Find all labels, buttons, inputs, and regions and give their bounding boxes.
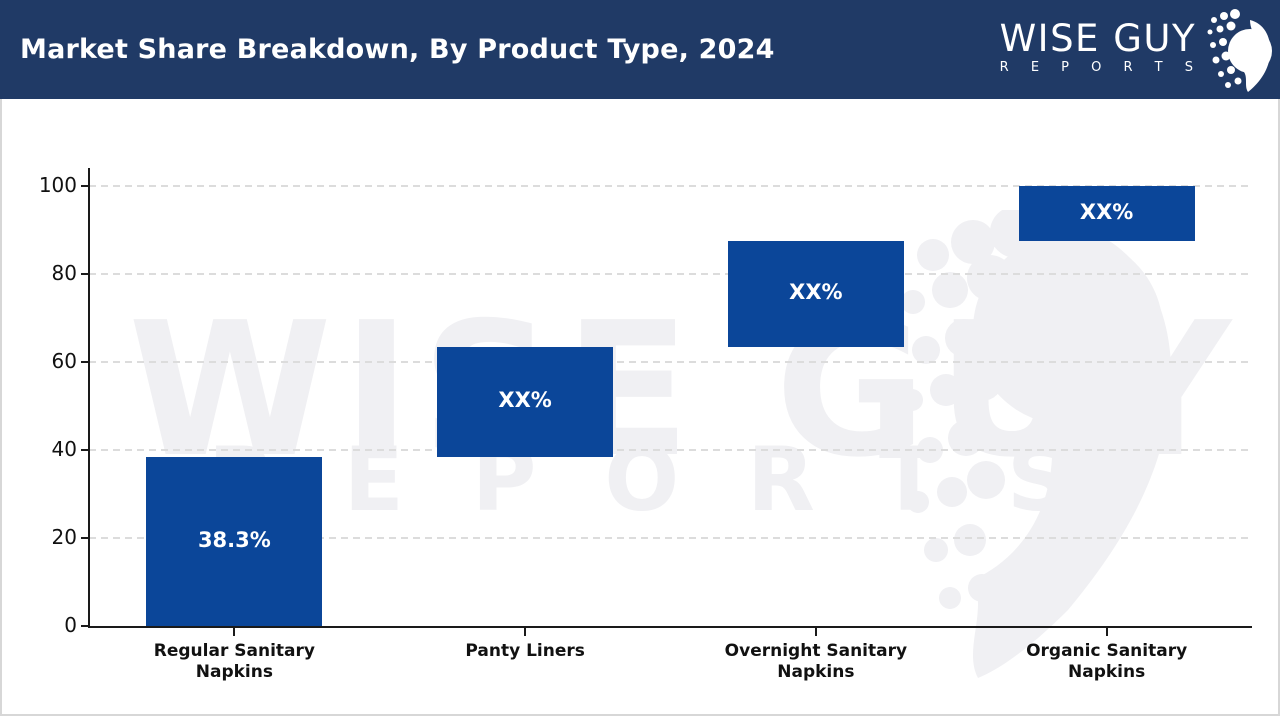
- x-category-label-line: Napkins: [195, 662, 273, 682]
- bar-value-label: XX%: [498, 388, 552, 413]
- y-axis-line: [88, 168, 90, 628]
- bar-value-label: XX%: [1079, 199, 1134, 224]
- gridline: [89, 449, 1252, 451]
- gridline: [89, 185, 1252, 187]
- page-title: Market Share Breakdown, By Product Type,…: [20, 34, 775, 65]
- bar-segment: [1018, 186, 1195, 241]
- y-tick-label: 20: [51, 525, 77, 549]
- brand-face-icon: [1207, 9, 1272, 92]
- bar-segment: [727, 241, 904, 347]
- y-tick-mark: [81, 273, 89, 275]
- bar-value-label: 38.3%: [197, 527, 271, 552]
- watermark-face-icon: [901, 210, 1172, 678]
- x-category-label: Overnight Sanitary Napkins: [686, 641, 946, 683]
- bar-segment: [146, 457, 323, 626]
- gridline: [89, 361, 1252, 363]
- x-category-label-line: Regular Sanitary: [153, 641, 315, 661]
- y-tick-label: 40: [51, 437, 77, 461]
- y-tick-label: 80: [51, 261, 77, 285]
- x-category-label-line: Organic Sanitary: [1026, 641, 1188, 661]
- x-category-label: Regular Sanitary Napkins: [104, 641, 364, 683]
- y-tick-label: 100: [38, 173, 77, 197]
- header-bar: Market Share Breakdown, By Product Type,…: [0, 0, 1280, 99]
- x-tick-mark: [814, 628, 817, 636]
- y-tick-mark: [81, 625, 89, 627]
- gridline: [89, 537, 1252, 539]
- y-tick-label: 60: [51, 349, 77, 373]
- x-category-label-line: Overnight Sanitary: [724, 641, 908, 661]
- x-category-label-line: Napkins: [777, 662, 855, 682]
- x-axis-line: [88, 626, 1252, 628]
- bar-value-label: XX%: [789, 279, 843, 304]
- x-category-label: Organic Sanitary Napkins: [977, 641, 1237, 683]
- gridline: [89, 273, 1252, 275]
- x-tick-mark: [524, 628, 527, 636]
- y-tick-label: 0: [64, 613, 77, 637]
- bar-segment: [437, 346, 614, 458]
- y-tick-mark: [81, 361, 89, 363]
- brand-logo-subtitle: R E P O R T S: [999, 60, 1202, 75]
- x-category-label: Panty Liners: [395, 641, 655, 662]
- brand-logo-name: WISE GUY: [999, 17, 1197, 60]
- x-category-label-line: Panty Liners: [465, 641, 585, 661]
- brand-logo: WISE GUY R E P O R T S: [994, 17, 1202, 76]
- x-tick-mark: [233, 628, 236, 636]
- y-tick-mark: [81, 537, 89, 539]
- x-tick-mark: [1105, 628, 1108, 636]
- y-tick-mark: [81, 185, 89, 187]
- y-tick-mark: [81, 449, 89, 451]
- x-category-label-line: Napkins: [1068, 662, 1146, 682]
